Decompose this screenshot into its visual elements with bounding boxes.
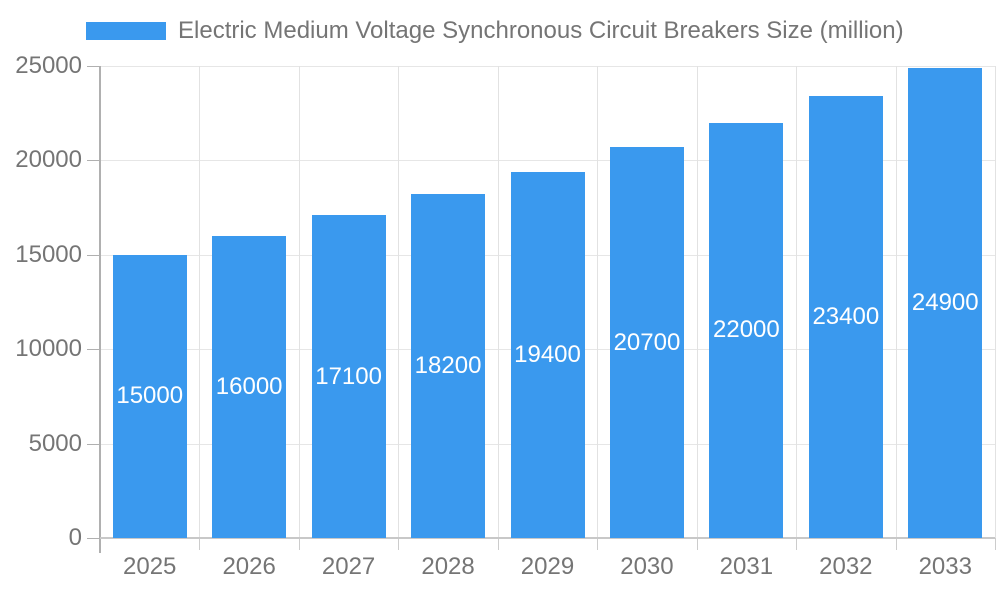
gridline-vertical	[696, 66, 698, 538]
legend-swatch	[86, 22, 166, 40]
bar-value-label: 18200	[414, 352, 482, 380]
bar-value-label: 17100	[315, 362, 382, 390]
x-axis-tick	[199, 538, 201, 550]
y-axis-tick	[87, 66, 100, 67]
gridline-vertical	[298, 66, 300, 538]
gridline-vertical	[796, 66, 798, 538]
bar-value-label: 16000	[215, 372, 283, 400]
gridline-vertical	[995, 66, 996, 538]
bar-2029	[510, 171, 585, 538]
x-axis-label: 2025	[123, 553, 177, 580]
x-axis-label: 2028	[421, 553, 475, 580]
bar-2028	[411, 194, 486, 538]
y-axis-label: 0	[68, 524, 82, 551]
legend-label: Electric Medium Voltage Synchronous Circ…	[178, 17, 904, 44]
y-axis-tick	[87, 349, 100, 351]
y-axis-label: 20000	[15, 146, 82, 174]
bar-value-label: 19400	[514, 340, 581, 368]
bar-value-label: 15000	[116, 382, 184, 410]
y-axis-tick	[87, 443, 100, 445]
x-axis-label: 2031	[719, 553, 774, 580]
bar-2026	[212, 235, 287, 538]
y-axis-label: 10000	[15, 335, 82, 363]
x-axis-tick	[597, 538, 599, 550]
x-axis-label: 2029	[520, 553, 575, 580]
x-axis-line	[100, 537, 995, 539]
x-axis-label: 2033	[918, 553, 972, 580]
y-axis-tick	[87, 254, 100, 256]
gridline-vertical	[895, 66, 897, 538]
x-axis-tick	[995, 538, 996, 550]
bar-2030	[609, 147, 684, 538]
y-axis-label: 25000	[15, 52, 82, 79]
x-axis-tick	[298, 538, 300, 550]
bar-value-label: 23400	[812, 303, 880, 331]
gridline-horizontal	[100, 160, 995, 162]
x-axis-tick	[895, 538, 897, 550]
y-axis-label: 5000	[28, 429, 82, 457]
bar-value-label: 24900	[911, 288, 979, 316]
y-axis-line	[99, 66, 101, 553]
bar-value-label: 20700	[613, 328, 681, 356]
x-axis-tick	[398, 538, 400, 550]
x-axis-label: 2030	[620, 553, 674, 580]
gridline-vertical	[497, 66, 499, 538]
x-axis-label: 2027	[321, 553, 376, 580]
x-axis-tick	[796, 538, 798, 550]
x-axis-label: 2032	[819, 553, 873, 580]
bar-2031	[709, 122, 784, 538]
bar-2033	[908, 67, 983, 538]
y-axis-tick	[87, 538, 100, 539]
x-axis-tick	[497, 538, 499, 550]
y-axis-label: 15000	[15, 240, 82, 268]
gridline-vertical	[597, 66, 599, 538]
bar-2025	[112, 254, 187, 538]
legend: Electric Medium Voltage Synchronous Circ…	[86, 17, 904, 45]
x-axis-label: 2026	[222, 553, 276, 580]
gridline-vertical	[199, 66, 201, 538]
gridline-vertical	[398, 66, 400, 538]
bar-2032	[808, 96, 883, 538]
bar-value-label: 22000	[713, 316, 780, 344]
bar-2027	[311, 215, 386, 538]
y-axis-tick	[87, 160, 100, 162]
gridline-horizontal	[100, 66, 995, 67]
x-axis-tick	[696, 538, 698, 550]
